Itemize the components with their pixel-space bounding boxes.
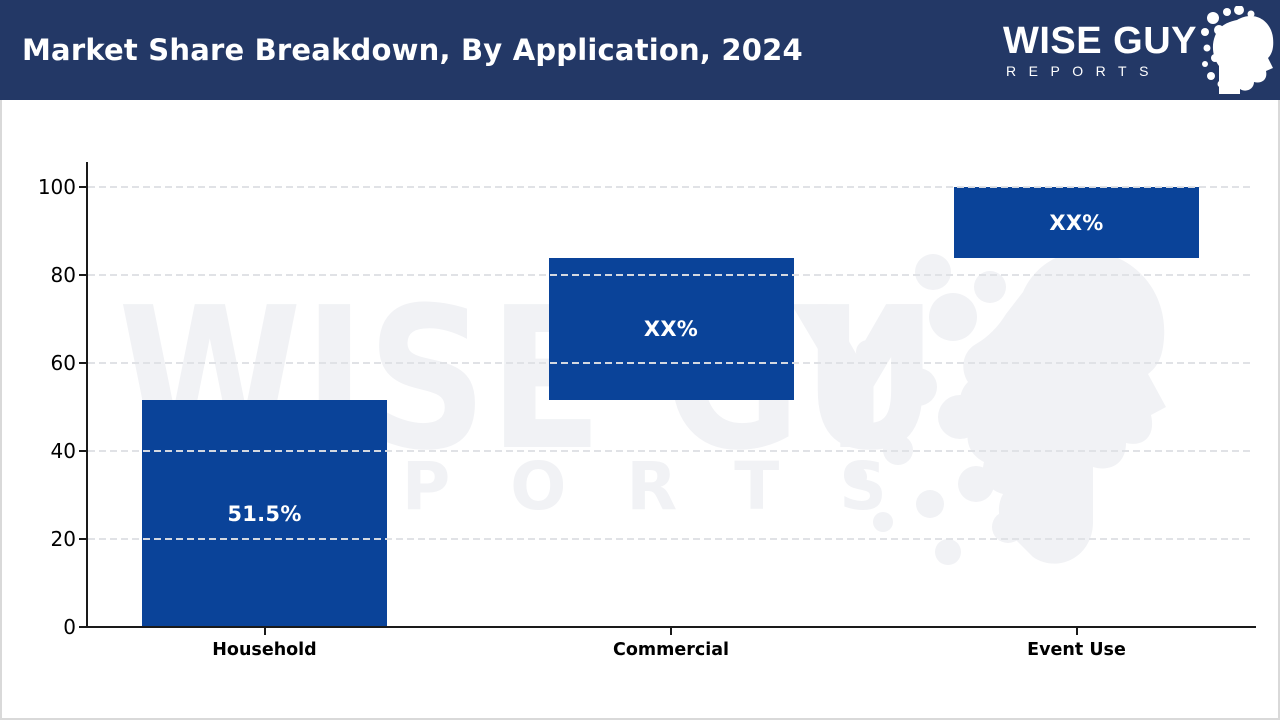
y-tick-mark-20 bbox=[79, 538, 87, 540]
gridline-y-40 bbox=[88, 450, 1253, 452]
wiseguy-logo-face-icon bbox=[1201, 6, 1274, 94]
y-tick-label-100: 100 bbox=[37, 175, 76, 199]
bar-household: 51.5% bbox=[142, 400, 387, 627]
x-tick-mark-event-use bbox=[1075, 628, 1078, 635]
wiseguy-logo: WISE GUY REPORTS bbox=[1003, 4, 1274, 96]
bar-value-label-household: 51.5% bbox=[227, 501, 302, 526]
x-tick-label-household: Household bbox=[212, 640, 317, 660]
y-tick-mark-60 bbox=[79, 362, 87, 364]
y-tick-label-80: 80 bbox=[50, 263, 76, 287]
bar-value-label-event-use: XX% bbox=[1049, 210, 1104, 235]
wiseguy-logo-subtitle: REPORTS bbox=[1006, 62, 1161, 79]
page-title: Market Share Breakdown, By Application, … bbox=[22, 33, 803, 67]
x-tick-label-commercial: Commercial bbox=[612, 640, 729, 660]
wiseguy-logo-text: WISE GUY REPORTS bbox=[1003, 22, 1197, 79]
bar-commercial: XX% bbox=[548, 258, 794, 401]
header-bar: Market Share Breakdown, By Application, … bbox=[0, 0, 1280, 100]
gridline-y-80 bbox=[88, 274, 1253, 276]
watermark-face-icon bbox=[848, 251, 1166, 565]
x-tick-mark-household bbox=[263, 628, 266, 635]
bar-event-use: XX% bbox=[954, 187, 1199, 259]
gridline-y-20 bbox=[88, 538, 1253, 540]
y-tick-label-20: 20 bbox=[50, 527, 76, 551]
y-tick-label-60: 60 bbox=[50, 351, 76, 375]
y-tick-mark-80 bbox=[79, 274, 87, 276]
wiseguy-logo-wordmark: WISE GUY bbox=[1003, 19, 1198, 62]
y-tick-mark-40 bbox=[79, 450, 87, 452]
y-tick-label-0: 0 bbox=[63, 615, 76, 639]
gridline-y-60 bbox=[88, 362, 1253, 364]
x-tick-label-event-use: Event Use bbox=[1027, 640, 1126, 660]
y-tick-label-40: 40 bbox=[50, 439, 76, 463]
y-axis-line bbox=[86, 162, 88, 628]
y-tick-mark-100 bbox=[79, 186, 87, 188]
bar-value-label-commercial: XX% bbox=[643, 317, 699, 342]
x-axis-line bbox=[86, 626, 1256, 628]
gridline-y-100 bbox=[88, 186, 1253, 188]
x-tick-mark-commercial bbox=[670, 628, 672, 635]
y-tick-mark-0 bbox=[79, 626, 87, 628]
